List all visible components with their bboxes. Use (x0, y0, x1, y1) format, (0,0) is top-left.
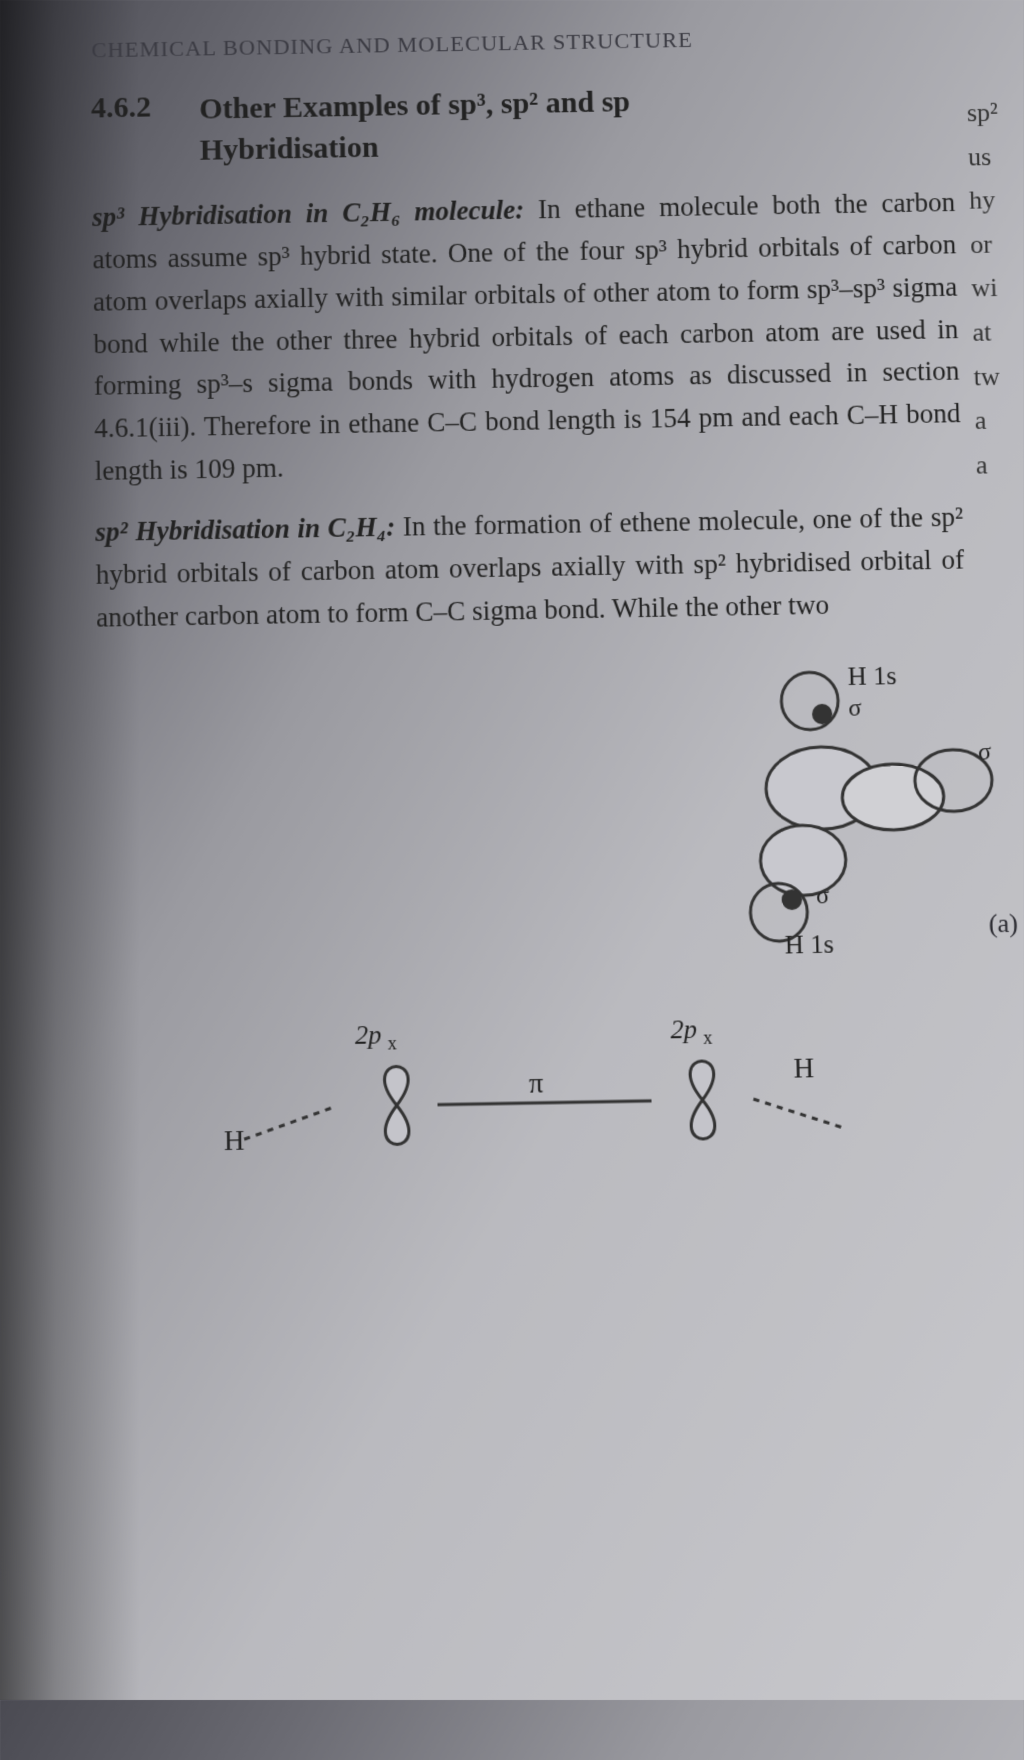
label-H-right: H (793, 1053, 814, 1086)
cut-frag: a (974, 399, 1024, 442)
label-H1s-bottom: H 1s (784, 929, 834, 960)
paragraph-sp2: sp² Hybridisation in C₂H₄: In the format… (95, 496, 966, 639)
cut-frag: tw (973, 355, 1024, 398)
label-sigma-top: σ (848, 695, 862, 722)
cut-frag: at (972, 310, 1024, 353)
cut-frag: us (968, 135, 1024, 178)
label-H-left: H (224, 1125, 245, 1158)
section-number: 4.6.2 (91, 90, 182, 126)
svg-text:x: x (703, 1028, 713, 1049)
running-header: CHEMICAL BONDING AND MOLECULAR STRUCTURE (81, 21, 1014, 63)
orbital-diagram-a: H 1s σ σ σ H 1s (576, 642, 1009, 968)
paragraph-sp3: sp³ Hybridisation in C₂H₆ molecule: In e… (92, 182, 962, 493)
cut-frag: hy (969, 179, 1024, 222)
section-title-line1: Other Examples of sp³, sp² and sp (199, 85, 630, 126)
svg-text:2p: 2p (355, 1020, 382, 1051)
label-pi: π (529, 1068, 544, 1100)
section-title: Other Examples of sp³, sp² and sp Hybrid… (199, 75, 1008, 170)
section-heading: 4.6.2 Other Examples of sp³, sp² and sp … (91, 75, 1008, 172)
diagram-area: H 1s σ σ σ H 1s (a) H 2p x (97, 641, 1024, 1194)
para1-lead: sp³ Hybridisation in C₂H₆ molecule: (92, 194, 524, 232)
panel-label-a: (a) (988, 909, 1018, 940)
para2-lead: sp² Hybridisation in C₂H₄: (95, 511, 395, 547)
cut-frag: a (975, 443, 1024, 486)
label-sigma-bottom: σ (816, 883, 830, 910)
label-H1s-top: H 1s (847, 661, 897, 692)
right-page-cutoff: sp² us hy or wi at tw a a (966, 91, 1024, 488)
svg-text:x: x (388, 1033, 397, 1054)
textbook-page: CHEMICAL BONDING AND MOLECULAR STRUCTURE… (0, 0, 1024, 1760)
orbital-diagram-b: H 2p x π 2p x H (222, 1003, 960, 1224)
cut-frag: or (970, 223, 1024, 266)
cut-frag: wi (971, 266, 1024, 309)
cut-frag: sp² (966, 91, 1024, 134)
label-sigma-right: σ (978, 739, 992, 766)
para1-body: In ethane molecule both the carbon atoms… (92, 187, 960, 486)
section-title-line2: Hybridisation (200, 130, 379, 166)
svg-text:2p: 2p (670, 1014, 697, 1045)
